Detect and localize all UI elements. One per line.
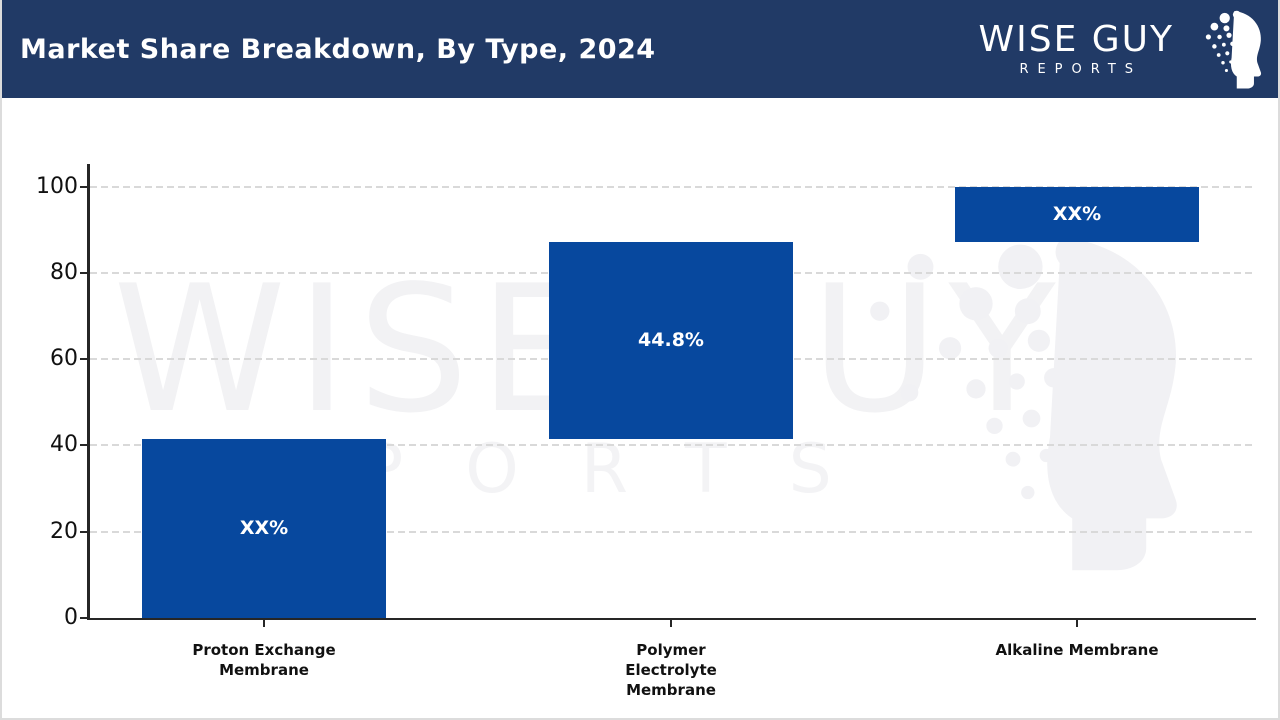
wise-guy-logo: WISE GUY REPORTS xyxy=(979,6,1280,92)
y-axis-tick xyxy=(80,358,87,361)
y-tick-label: 60 xyxy=(50,346,78,372)
bar-value-label: XX% xyxy=(1052,203,1102,226)
y-axis-tick xyxy=(80,444,87,447)
x-axis-tick xyxy=(670,620,672,627)
x-axis-tick xyxy=(263,620,265,627)
bar: XX% xyxy=(955,186,1199,242)
x-axis-label: Alkaline Membrane xyxy=(995,641,1159,659)
y-axis-tick xyxy=(80,185,87,188)
logo-subtitle: REPORTS xyxy=(1019,61,1143,77)
y-axis-line xyxy=(87,164,90,620)
bar-value-label: 44.8% xyxy=(638,329,704,352)
logo-wordmark: WISE GUY xyxy=(978,18,1174,60)
bar: XX% xyxy=(142,438,386,618)
y-tick-label: 0 xyxy=(64,605,78,630)
x-axis-line xyxy=(87,617,1256,620)
x-axis-tick xyxy=(1076,620,1078,627)
bar-value-label: XX% xyxy=(239,517,289,540)
y-axis-tick xyxy=(80,271,87,274)
page-title: Market Share Breakdown, By Type, 2024 xyxy=(20,33,656,65)
y-tick-label: 100 xyxy=(36,173,78,199)
x-axis-label: Proton Exchange Membrane xyxy=(192,641,336,679)
y-tick-label: 40 xyxy=(50,432,78,458)
logo-text: WISE GUY REPORTS xyxy=(978,18,1175,77)
y-tick-label: 80 xyxy=(50,259,78,285)
y-axis-tick xyxy=(80,530,87,533)
gridline xyxy=(90,530,1256,533)
x-axis-label: Polymer Electrolyte Membrane xyxy=(625,641,717,699)
y-axis-tick xyxy=(80,617,87,619)
bar: 44.8% xyxy=(549,241,793,439)
logo-head-icon xyxy=(1205,10,1262,89)
gridline xyxy=(90,444,1256,447)
header: Market Share Breakdown, By Type, 2024 WI… xyxy=(0,0,1280,98)
gridline xyxy=(90,185,1256,188)
y-tick-label: 20 xyxy=(50,518,78,544)
